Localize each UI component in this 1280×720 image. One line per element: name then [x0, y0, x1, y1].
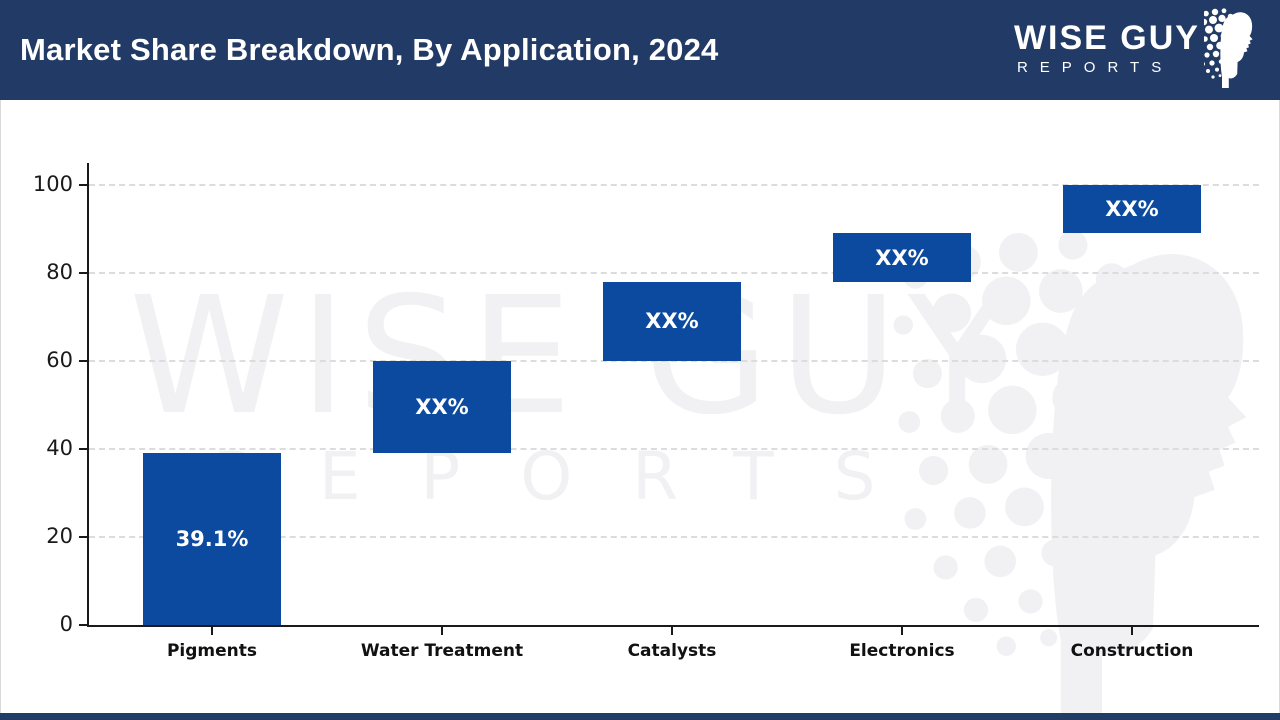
bar-value-label: XX% [415, 394, 469, 419]
y-axis-tick-mark [79, 184, 87, 186]
y-axis-tick-mark [79, 448, 87, 450]
y-axis-spine [87, 163, 89, 627]
bar-value-label: 39.1% [175, 526, 249, 551]
y-axis-tick-mark [79, 536, 87, 538]
y-axis-tick-label: 60 [46, 348, 73, 372]
x-axis-tick-mark [441, 627, 443, 635]
gridline [89, 184, 1259, 186]
footer-bar [0, 713, 1280, 720]
x-axis-tick-mark [211, 627, 213, 635]
x-axis-spine [87, 625, 1259, 627]
gridline [89, 272, 1259, 274]
y-axis-tick-mark [79, 360, 87, 362]
y-axis-tick-label: 20 [46, 524, 73, 548]
chart-area: WISE GUY REPORTS 0 20 40 60 80 100 39.1% Pigmen… [0, 100, 1280, 713]
y-axis-tick-label: 100 [32, 172, 73, 196]
header-bar: Market Share Breakdown, By Application, … [0, 0, 1280, 100]
y-axis-tick-label: 0 [59, 612, 73, 636]
gridline [89, 448, 1259, 450]
y-axis-tick-label: 80 [46, 260, 73, 284]
y-axis-tick-label: 40 [46, 436, 73, 460]
bar-pigments: 39.1% [143, 452, 281, 625]
x-axis-tick-mark [671, 627, 673, 635]
x-axis-label: Catalysts [627, 641, 717, 661]
x-axis-tick-mark [1131, 627, 1133, 635]
x-axis-tick-mark [901, 627, 903, 635]
bar-water-treatment: XX% [373, 361, 511, 453]
x-axis-label: Construction [1070, 641, 1194, 661]
bar-value-label: XX% [875, 245, 929, 270]
brand-logo: WISE GUY REPORTS [1014, 8, 1270, 88]
x-axis-label: Pigments [166, 641, 258, 661]
logo-wordmark-line2: REPORTS [1016, 58, 1174, 76]
logo-wordmark: WISE GUY REPORTS [1013, 19, 1200, 76]
gridline [89, 360, 1259, 362]
gridline [89, 536, 1259, 538]
x-axis-label: Electronics [849, 641, 955, 661]
bar-catalysts: XX% [603, 281, 741, 361]
bar-construction: XX% [1063, 185, 1201, 234]
y-axis-tick-mark [79, 624, 87, 626]
logo-wordmark-line1: WISE GUY [1013, 19, 1200, 58]
y-axis-tick-mark [79, 272, 87, 274]
chart-title: Market Share Breakdown, By Application, … [20, 32, 719, 67]
bar-electronics: XX% [833, 233, 971, 282]
plot: 0 20 40 60 80 100 39.1% Pigments XX% Water Treatm… [1, 100, 1279, 713]
bar-value-label: XX% [1105, 197, 1159, 222]
bar-value-label: XX% [645, 309, 699, 334]
x-axis-label: Water Treatment [360, 641, 524, 661]
dotted-head-profile-icon [1204, 8, 1253, 88]
